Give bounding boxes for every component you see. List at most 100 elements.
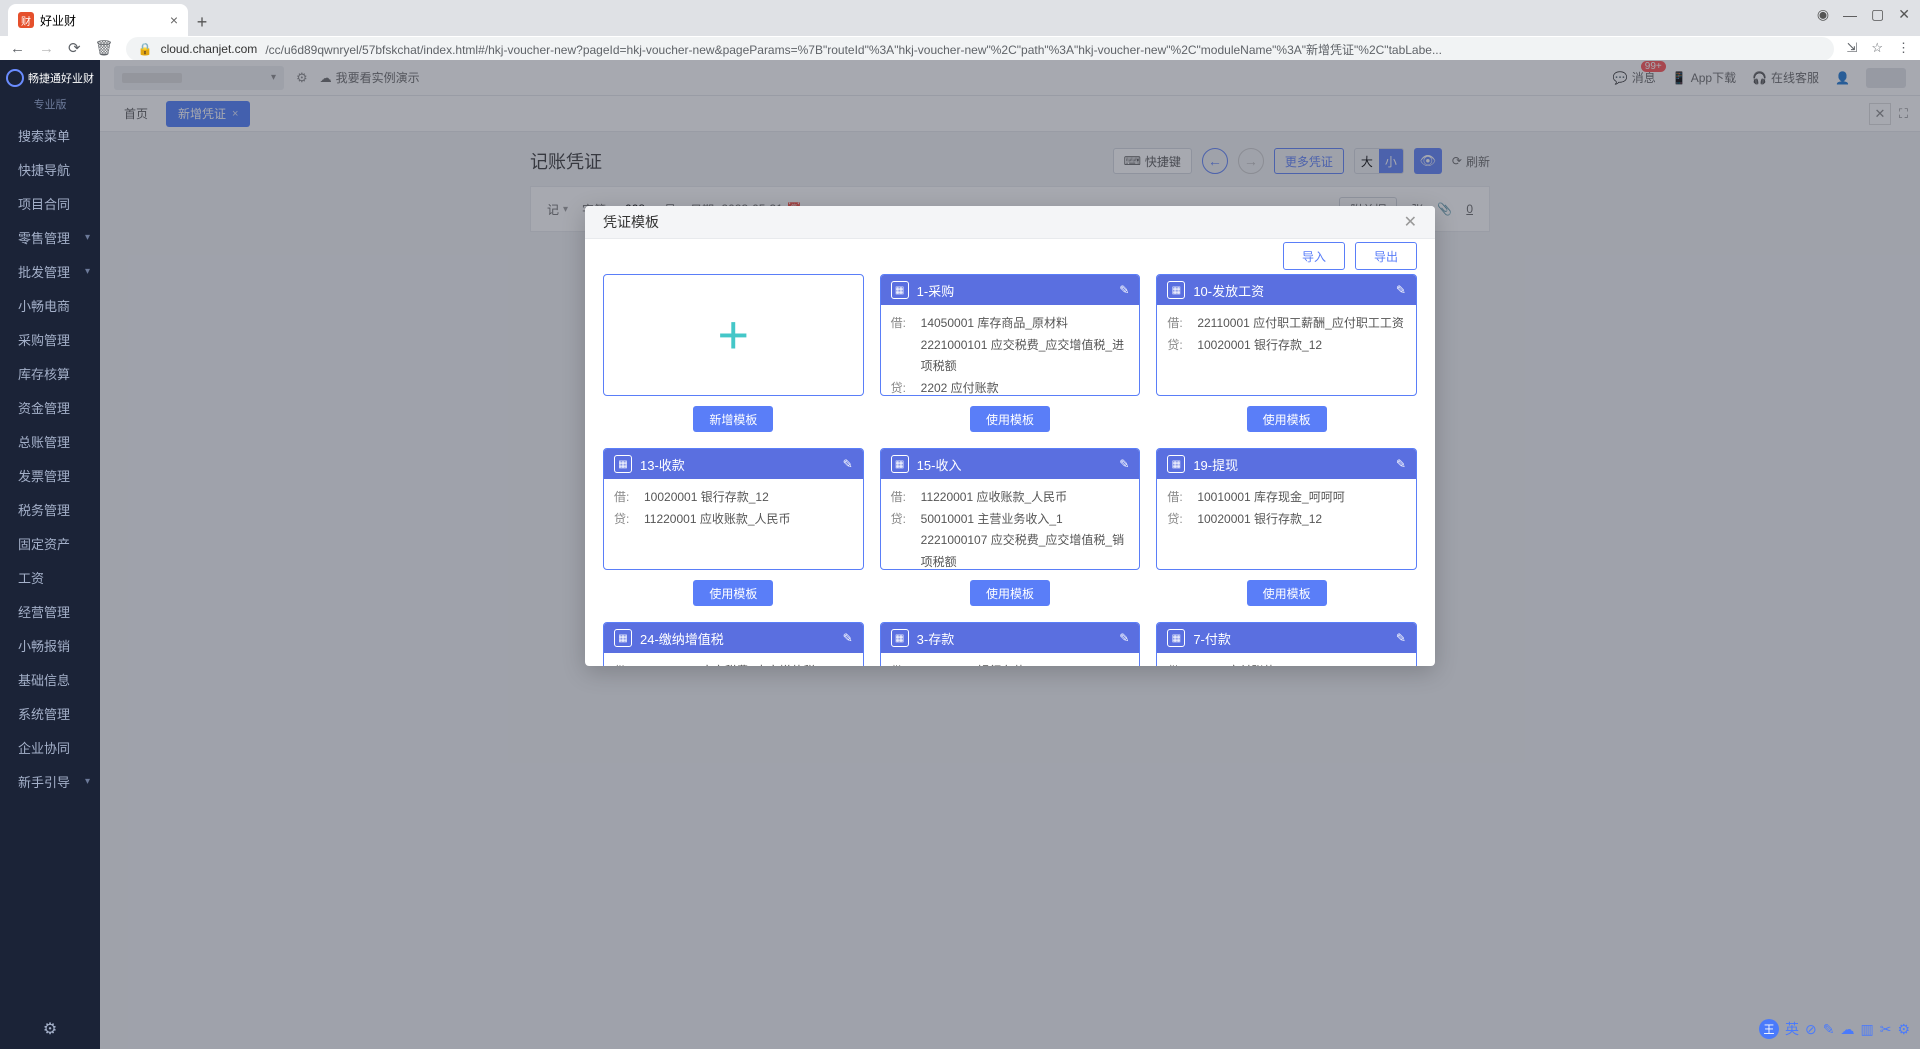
sidebar-item-label: 项目合同 (18, 194, 70, 213)
use-template-button[interactable]: 使用模板 (970, 406, 1050, 432)
dc-label: 借: (1167, 661, 1191, 666)
forward-icon[interactable]: → (39, 40, 54, 57)
template-card-body: 借: 14050001 库存商品_原材料 2221000101 应交税费_应交增… (881, 305, 1140, 395)
edit-icon[interactable]: ✎ (1119, 631, 1129, 645)
template-type-icon: ▦ (1167, 629, 1185, 647)
profile-icon[interactable]: ◉ (1817, 6, 1829, 23)
modal-close-icon[interactable]: ✕ (1404, 212, 1417, 232)
maximize-icon[interactable]: ▢ (1871, 6, 1884, 23)
use-template-button[interactable]: 使用模板 (1247, 580, 1327, 606)
sidebar-item[interactable]: 工资 (0, 560, 100, 594)
use-template-button[interactable]: 使用模板 (970, 580, 1050, 606)
ime-icon-1[interactable]: ⊘ (1805, 1021, 1817, 1038)
ime-icon-4[interactable]: ▥ (1860, 1021, 1873, 1038)
template-type-icon: ▦ (614, 629, 632, 647)
sidebar-item[interactable]: 经营管理 (0, 594, 100, 628)
entry-row: 借: 10020001 银行存款_12 (891, 661, 1130, 666)
sidebar-item-label: 批发管理 (18, 262, 70, 281)
sidebar-item[interactable]: 发票管理 (0, 458, 100, 492)
edit-icon[interactable]: ✎ (1396, 631, 1406, 645)
template-card: ▦ 7-付款 ✎ 借: 2202 应付账款 (1156, 622, 1417, 666)
template-card-header: ▦ 1-采购 ✎ (881, 275, 1140, 305)
sidebar-item[interactable]: 固定资产 (0, 526, 100, 560)
ime-icon-6[interactable]: ⚙ (1897, 1021, 1910, 1038)
edit-icon[interactable]: ✎ (1396, 283, 1406, 297)
reload-icon[interactable]: ⟳ (68, 39, 81, 57)
entry-text: 22210002 应交税费_未交增值税 (644, 661, 815, 666)
sidebar-item[interactable]: 企业协同 (0, 730, 100, 764)
dc-label: 借: (614, 661, 638, 666)
template-card-header: ▦ 10-发放工资 ✎ (1157, 275, 1416, 305)
sidebar-item-label: 快捷导航 (18, 160, 70, 179)
url-field[interactable]: 🔒 cloud.chanjet.com /cc/u6d89qwnryel/57b… (126, 37, 1835, 61)
chevron-down-icon: ▾ (85, 776, 90, 787)
sidebar-item[interactable]: 项目合同 (0, 186, 100, 220)
modal-mask: 凭证模板 ✕ 导入 导出 + 新增模板 ▦ 1-采购 (100, 60, 1920, 1049)
new-tab-button[interactable]: + (188, 8, 216, 36)
sidebar-item-label: 固定资产 (18, 534, 70, 553)
ime-icon-2[interactable]: ✎ (1823, 1021, 1835, 1038)
export-button[interactable]: 导出 (1355, 242, 1417, 270)
sidebar-item[interactable]: 总账管理 (0, 424, 100, 458)
browser-chrome: 财 好业财 × + ◉ — ▢ ✕ ← → ⟳ 🗑 🔒 cloud.chanje… (0, 0, 1920, 60)
delete-icon[interactable]: 🗑 (95, 39, 114, 57)
browser-tab[interactable]: 财 好业财 × (8, 4, 188, 36)
sidebar-item[interactable]: 税务管理 (0, 492, 100, 526)
sidebar-item[interactable]: 快捷导航 (0, 152, 100, 186)
entry-text: 2221000107 应交税费_应交增值税_销项税额 (921, 530, 1130, 569)
ime-badge[interactable]: 王 (1759, 1019, 1779, 1039)
use-template-button[interactable]: 使用模板 (1247, 406, 1327, 432)
sidebar-item[interactable]: 采购管理 (0, 322, 100, 356)
ime-icon-5[interactable]: ✂ (1880, 1021, 1892, 1038)
sidebar-item[interactable]: 资金管理 (0, 390, 100, 424)
star-icon[interactable]: ☆ (1871, 40, 1883, 56)
edit-icon[interactable]: ✎ (843, 631, 853, 645)
sidebar-item[interactable]: 小畅电商 (0, 288, 100, 322)
ime-icon-3[interactable]: ☁ (1840, 1021, 1854, 1038)
sidebar-item[interactable]: 基础信息 (0, 662, 100, 696)
edit-icon[interactable]: ✎ (1119, 457, 1129, 471)
template-card-body: 借: 22110001 应付职工薪酬_应付职工工资 贷: 10020001 银行… (1157, 305, 1416, 395)
sidebar-item-label: 小畅电商 (18, 296, 70, 315)
edit-icon[interactable]: ✎ (1396, 457, 1406, 471)
edit-icon[interactable]: ✎ (1119, 283, 1129, 297)
sidebar-item[interactable]: 搜索菜单 (0, 118, 100, 152)
template-card-header: ▦ 7-付款 ✎ (1157, 623, 1416, 653)
sidebar-item-label: 发票管理 (18, 466, 70, 485)
template-title: 10-发放工资 (1193, 281, 1264, 300)
add-template-card[interactable]: + (603, 274, 864, 396)
sidebar-item[interactable]: 新手引导 ▾ (0, 764, 100, 798)
sidebar-item[interactable]: 库存核算 (0, 356, 100, 390)
template-card: ▦ 10-发放工资 ✎ 借: 22110001 应付职工薪酬_应付职工工资 贷:… (1156, 274, 1417, 396)
use-template-label: 使用模板 (1263, 413, 1311, 427)
chevron-down-icon: ▾ (85, 266, 90, 277)
install-icon[interactable]: ⇲ (1846, 40, 1857, 56)
entry-text: 22110001 应付职工薪酬_应付职工工资 (1197, 313, 1404, 335)
dc-label: 借: (891, 487, 915, 509)
use-template-label: 使用模板 (709, 587, 757, 601)
new-template-button[interactable]: 新增模板 (693, 406, 773, 432)
sidebar-item[interactable]: 批发管理 ▾ (0, 254, 100, 288)
minimize-icon[interactable]: — (1843, 7, 1857, 23)
sidebar-item[interactable]: 零售管理▾ (0, 220, 100, 254)
ime-lang[interactable]: 英 (1785, 1019, 1799, 1039)
template-title: 3-存款 (917, 629, 955, 648)
use-template-button[interactable]: 使用模板 (693, 580, 773, 606)
back-icon[interactable]: ← (10, 40, 25, 57)
menu-icon[interactable]: ⋮ (1897, 40, 1910, 56)
import-button[interactable]: 导入 (1283, 242, 1345, 270)
tab-close-icon[interactable]: × (170, 12, 178, 28)
sidebar-item[interactable]: 系统管理 (0, 696, 100, 730)
sidebar-item-label: 新手引导 (18, 772, 70, 791)
entry-row: 借: 2202 应付账款 (1167, 661, 1406, 666)
entry-row: 借: 11220001 应收账款_人民币 (891, 487, 1130, 509)
edit-icon[interactable]: ✎ (843, 457, 853, 471)
sidebar-item-label: 零售管理 (18, 228, 70, 247)
template-card-header: ▦ 15-收入 ✎ (881, 449, 1140, 479)
template-card-header: ▦ 13-收款 ✎ (604, 449, 863, 479)
settings-icon[interactable]: ⚙ (0, 1009, 100, 1049)
brand-logo: 畅捷通好业财 (0, 60, 100, 96)
template-card-body: 借: 10020001 银行存款_12 (881, 653, 1140, 666)
close-window-icon[interactable]: ✕ (1898, 6, 1910, 23)
sidebar-item[interactable]: 小畅报销 (0, 628, 100, 662)
